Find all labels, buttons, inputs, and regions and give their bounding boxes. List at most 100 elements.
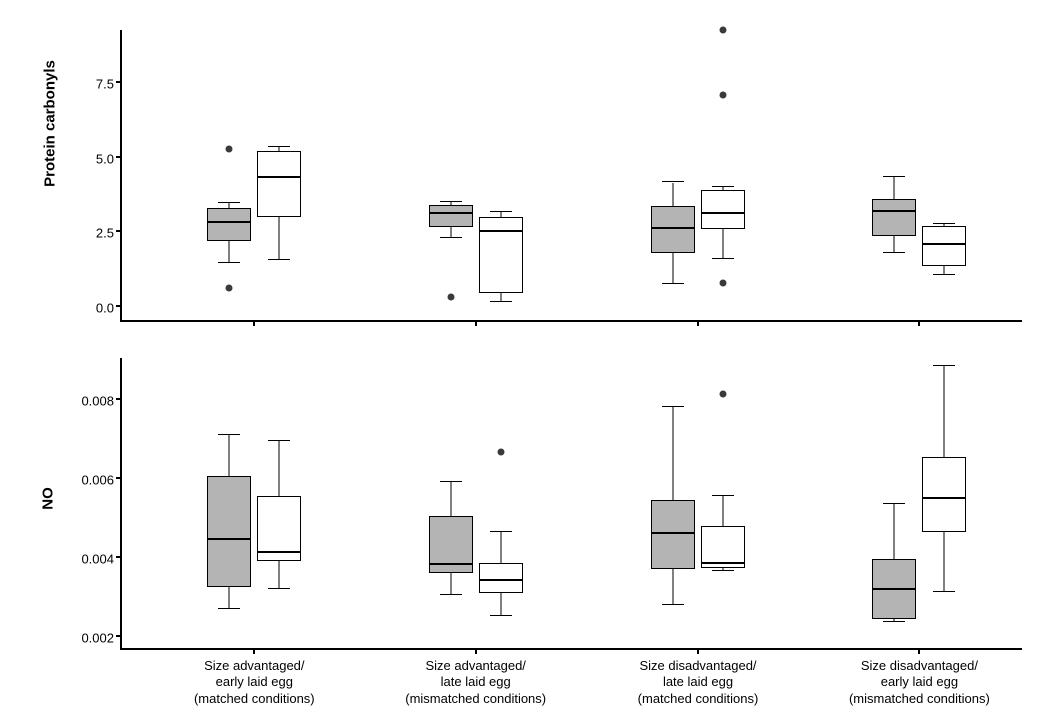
median-line [651, 532, 695, 534]
xtick-mark [475, 320, 477, 326]
whisker-cap [662, 181, 684, 182]
ytick-mark [116, 398, 122, 400]
xtick-mark [697, 320, 699, 326]
whisker-cap [490, 301, 512, 302]
whisker-cap [662, 604, 684, 605]
panel-protein-carbonyls: 0.02.55.07.5 [120, 30, 1022, 322]
whisker-cap [883, 252, 905, 253]
ytick-label: 7.5 [96, 76, 114, 91]
box [651, 500, 695, 569]
median-line [207, 538, 251, 540]
whisker-cap [268, 588, 290, 589]
whisker-line [894, 177, 895, 199]
boxplot [701, 358, 745, 648]
xtick-label: Size advantaged/ late laid egg (mismatch… [376, 658, 576, 707]
xtick-mark [253, 320, 255, 326]
whisker-cap [218, 202, 240, 203]
ytick-label: 0.0 [96, 301, 114, 316]
whisker-line [894, 504, 895, 559]
whisker-line [894, 236, 895, 252]
whisker-line [944, 532, 945, 592]
boxplot [429, 358, 473, 648]
whisker-line [673, 569, 674, 605]
ylabel-protein-carbonyls: Protein carbonyls [42, 44, 59, 204]
median-line [872, 588, 916, 590]
whisker-cap [712, 495, 734, 496]
boxplot [872, 30, 916, 320]
whisker-line [229, 241, 230, 263]
whisker-cap [933, 591, 955, 592]
boxplot [922, 30, 966, 320]
ytick-mark [116, 556, 122, 558]
ytick-mark [116, 305, 122, 307]
outlier-point [447, 294, 454, 301]
whisker-cap [218, 434, 240, 435]
whisker-line [279, 217, 280, 260]
whisker-cap [268, 440, 290, 441]
boxplot [207, 358, 251, 648]
whisker-line [500, 593, 501, 617]
whisker-cap [268, 259, 290, 260]
median-line [429, 563, 473, 565]
box [207, 208, 251, 241]
whisker-line [500, 532, 501, 564]
ytick-mark [116, 635, 122, 637]
median-line [922, 243, 966, 245]
outlier-point [720, 391, 727, 398]
figure: 0.02.55.07.5 0.0020.0040.0060.008Size ad… [0, 0, 1062, 722]
xtick-label: Size disadvantaged/ late laid egg (match… [598, 658, 798, 707]
whisker-line [723, 496, 724, 526]
boxplot [479, 358, 523, 648]
ytick-label: 2.5 [96, 226, 114, 241]
box [429, 205, 473, 227]
whisker-line [229, 587, 230, 609]
whisker-cap [490, 615, 512, 616]
whisker-cap [268, 146, 290, 147]
median-line [479, 230, 523, 232]
whisker-line [723, 229, 724, 259]
xtick-mark [697, 648, 699, 654]
whisker-cap [440, 237, 462, 238]
whisker-line [673, 407, 674, 500]
ylabel-no: NO [40, 479, 57, 519]
panel-no: 0.0020.0040.0060.008Size advantaged/ ear… [120, 358, 1022, 650]
ytick-label: 0.006 [81, 473, 114, 488]
xtick-label: Size advantaged/ early laid egg (matched… [154, 658, 354, 707]
boxplot [651, 358, 695, 648]
whisker-cap [490, 531, 512, 532]
xtick-mark [918, 648, 920, 654]
box [922, 226, 966, 266]
whisker-line [279, 561, 280, 589]
median-line [701, 562, 745, 564]
median-line [701, 212, 745, 214]
median-line [429, 212, 473, 214]
whisker-cap [440, 594, 462, 595]
whisker-cap [883, 503, 905, 504]
whisker-line [450, 573, 451, 595]
whisker-line [673, 183, 674, 207]
whisker-line [450, 482, 451, 516]
whisker-cap [883, 621, 905, 622]
whisker-line [944, 366, 945, 457]
whisker-cap [883, 176, 905, 177]
ytick-mark [116, 230, 122, 232]
xtick-mark [253, 648, 255, 654]
boxplot [872, 358, 916, 648]
median-line [872, 210, 916, 212]
box [701, 190, 745, 229]
median-line [207, 221, 251, 223]
whisker-line [279, 441, 280, 496]
outlier-point [226, 284, 233, 291]
boxplot [429, 30, 473, 320]
boxplot [257, 30, 301, 320]
whisker-cap [712, 570, 734, 571]
median-line [257, 551, 301, 553]
boxplot [257, 358, 301, 648]
outlier-point [720, 91, 727, 98]
xtick-label: Size disadvantaged/ early laid egg (mism… [819, 658, 1019, 707]
whisker-cap [490, 211, 512, 212]
whisker-line [229, 435, 230, 476]
outlier-point [720, 27, 727, 34]
outlier-point [226, 145, 233, 152]
ytick-label: 0.002 [81, 631, 114, 646]
